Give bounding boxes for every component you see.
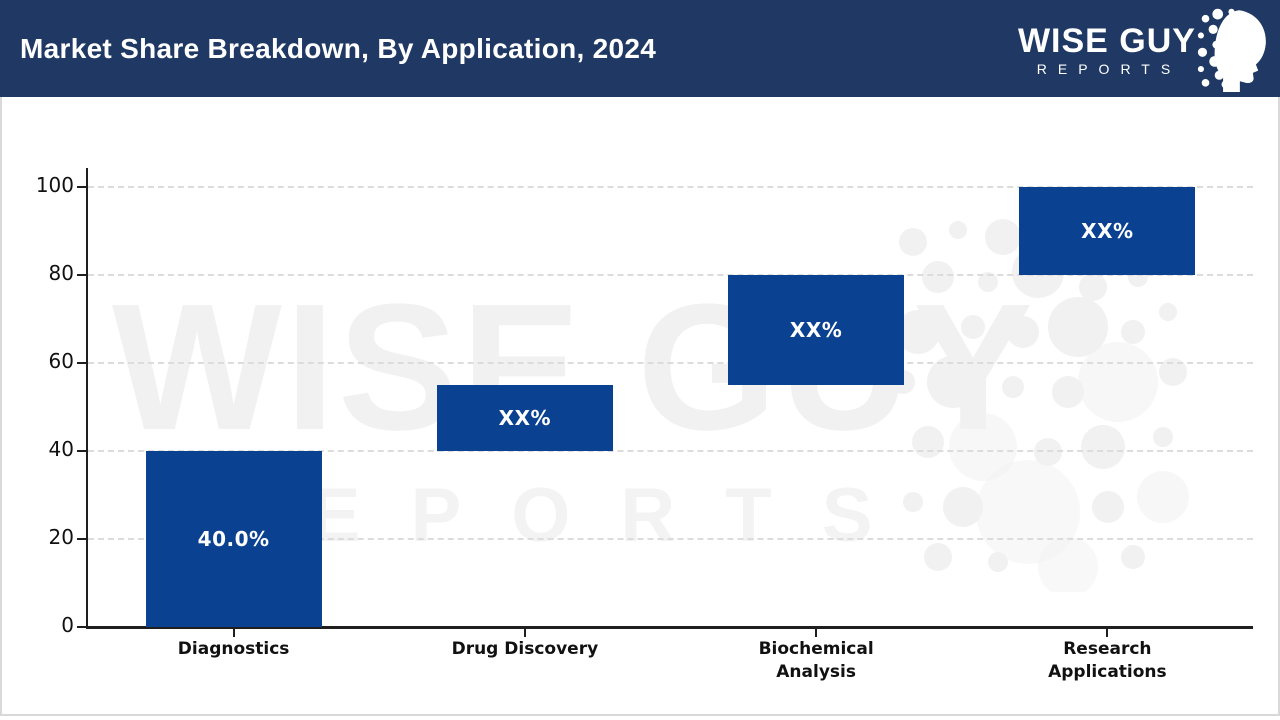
logo-text: WISE GUY REPORTS bbox=[1018, 24, 1196, 76]
wiseguy-logo: WISE GUY REPORTS bbox=[1018, 6, 1274, 94]
x-axis-line bbox=[86, 626, 1253, 629]
y-tick bbox=[77, 274, 86, 276]
bar-value-label: XX% bbox=[498, 406, 552, 430]
y-tick bbox=[77, 186, 86, 188]
logo-head-icon bbox=[1197, 8, 1266, 92]
y-tick-label: 0 bbox=[61, 613, 74, 637]
category-label-drug-discovery: Drug Discovery bbox=[451, 639, 599, 659]
gridline bbox=[88, 274, 1253, 276]
x-tick bbox=[1106, 629, 1109, 637]
bar-drug-discovery: XX% bbox=[436, 385, 613, 451]
x-tick bbox=[815, 629, 818, 637]
category-label-research-applications: Research Applications bbox=[1048, 639, 1167, 682]
y-tick-label: 40 bbox=[48, 437, 74, 461]
gridline bbox=[88, 186, 1253, 188]
y-tick bbox=[77, 450, 86, 452]
x-tick bbox=[523, 629, 526, 637]
y-tick bbox=[77, 538, 86, 540]
bar-value-label: XX% bbox=[789, 318, 843, 342]
category-label-biochemical-analysis: Biochemical Analysis bbox=[758, 639, 874, 682]
y-tick-label: 60 bbox=[48, 349, 74, 373]
logo-subname: REPORTS bbox=[1036, 61, 1182, 77]
gridline bbox=[88, 362, 1253, 364]
header-bar: Market Share Breakdown, By Application, … bbox=[0, 0, 1280, 97]
logo-name: WISE GUY bbox=[1017, 22, 1196, 60]
y-tick-label: 20 bbox=[48, 525, 74, 549]
y-axis-line bbox=[86, 168, 88, 629]
y-tick-label: 100 bbox=[35, 173, 74, 197]
bar-research-applications: XX% bbox=[1019, 187, 1196, 275]
category-label-diagnostics: Diagnostics bbox=[177, 639, 290, 659]
page-title: Market Share Breakdown, By Application, … bbox=[20, 32, 657, 64]
y-tick-label: 80 bbox=[48, 261, 74, 285]
y-tick bbox=[77, 362, 86, 364]
x-tick bbox=[232, 629, 235, 637]
bar-value-label: XX% bbox=[1081, 219, 1134, 243]
y-tick bbox=[77, 626, 86, 628]
gridline bbox=[88, 450, 1253, 452]
bar-value-label: 40.0% bbox=[197, 527, 270, 551]
bar-diagnostics: 40.0% bbox=[145, 451, 322, 627]
bar-biochemical-analysis: XX% bbox=[728, 275, 905, 385]
gridline bbox=[88, 538, 1253, 540]
